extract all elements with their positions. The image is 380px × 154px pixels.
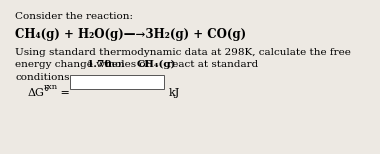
Text: moles of: moles of — [102, 60, 152, 69]
Text: kJ: kJ — [168, 88, 180, 98]
Text: 1.70: 1.70 — [86, 60, 112, 69]
FancyBboxPatch shape — [70, 75, 164, 89]
Text: Consider the reaction:: Consider the reaction: — [15, 12, 133, 21]
Text: Using standard thermodynamic data at 298K, calculate the free: Using standard thermodynamic data at 298… — [15, 48, 351, 57]
Text: CH₄(g) + H₂O(g)—→3H₂(g) + CO(g): CH₄(g) + H₂O(g)—→3H₂(g) + CO(g) — [15, 28, 247, 41]
Text: rxn: rxn — [44, 83, 58, 91]
Text: =: = — [57, 88, 70, 98]
Text: conditions.: conditions. — [15, 73, 73, 82]
Text: CH₄(g): CH₄(g) — [137, 60, 176, 69]
Text: energy change when: energy change when — [15, 60, 128, 69]
Text: ΔG°: ΔG° — [27, 88, 50, 98]
Text: react at standard: react at standard — [164, 60, 258, 69]
